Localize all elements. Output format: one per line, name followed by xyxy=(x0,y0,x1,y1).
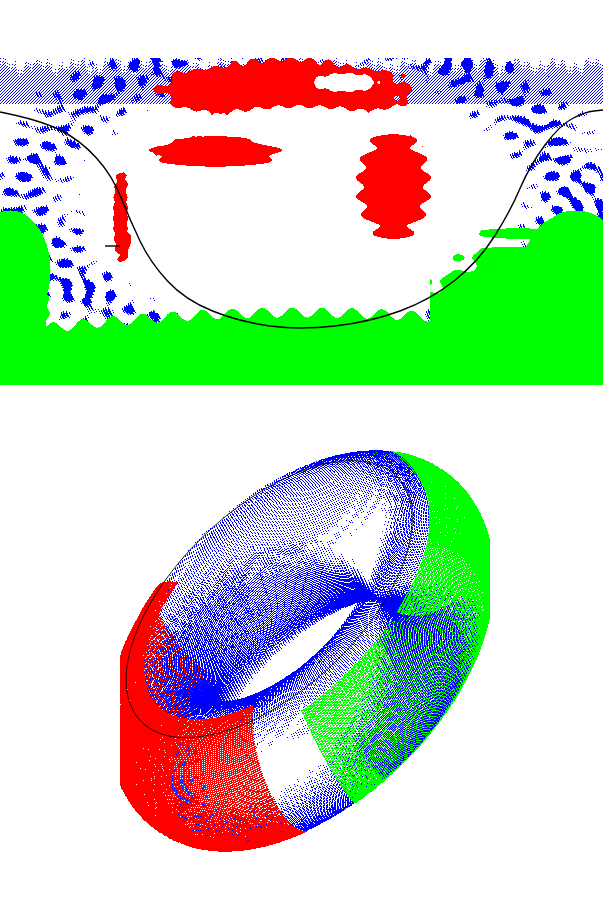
parameter-domain-canvas xyxy=(0,58,603,385)
parameter-domain-panel xyxy=(0,58,603,385)
torus-projection-panel xyxy=(120,425,490,875)
torus-projection-canvas xyxy=(120,425,490,875)
